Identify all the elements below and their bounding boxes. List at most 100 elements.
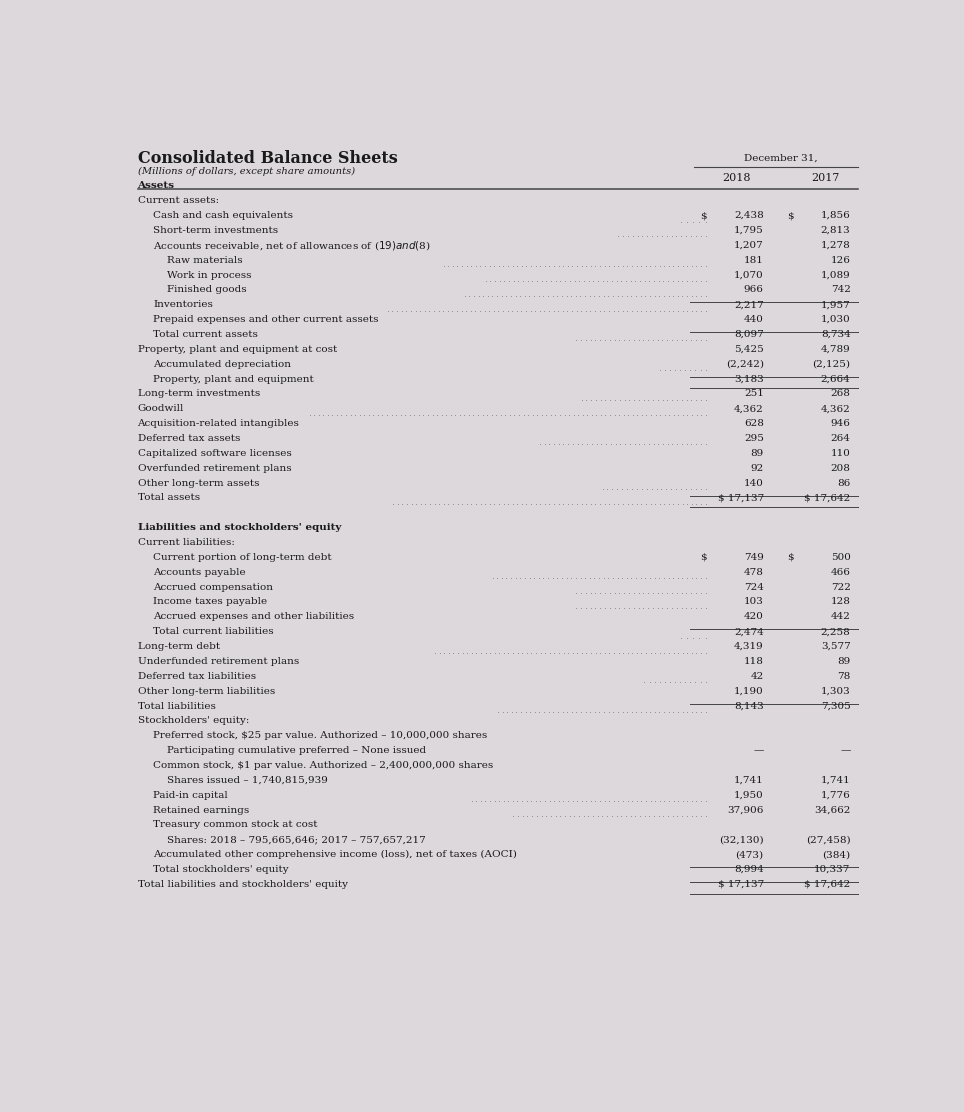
Text: 2018: 2018 — [722, 173, 751, 183]
Text: 3,577: 3,577 — [820, 642, 850, 651]
Text: Accounts payable: Accounts payable — [153, 568, 246, 577]
Text: 1,278: 1,278 — [820, 241, 850, 250]
Text: Liabilities and stockholders' equity: Liabilities and stockholders' equity — [138, 523, 341, 533]
Text: Finished goods: Finished goods — [167, 286, 247, 295]
Text: Long-term investments: Long-term investments — [138, 389, 260, 398]
Text: 8,097: 8,097 — [734, 330, 763, 339]
Text: $: $ — [700, 211, 707, 220]
Text: 1,776: 1,776 — [820, 791, 850, 800]
Text: 1,741: 1,741 — [734, 776, 763, 785]
Text: 8,994: 8,994 — [734, 865, 763, 874]
Text: Long-term debt: Long-term debt — [138, 642, 220, 651]
Text: 92: 92 — [751, 464, 763, 473]
Text: 126: 126 — [831, 256, 850, 265]
Text: Capitalized software licenses: Capitalized software licenses — [138, 449, 291, 458]
Text: 1,303: 1,303 — [820, 686, 850, 696]
Text: (32,130): (32,130) — [719, 835, 763, 844]
Text: 10,337: 10,337 — [815, 865, 850, 874]
Text: $: $ — [700, 553, 707, 562]
Text: 1,795: 1,795 — [734, 226, 763, 235]
Text: 1,030: 1,030 — [820, 315, 850, 324]
Text: (2,125): (2,125) — [813, 359, 850, 369]
Text: (384): (384) — [822, 851, 850, 860]
Text: 34,662: 34,662 — [815, 805, 850, 815]
Text: 7,305: 7,305 — [820, 702, 850, 711]
Text: Underfunded retirement plans: Underfunded retirement plans — [138, 657, 299, 666]
Text: $: $ — [787, 211, 793, 220]
Text: (Millions of dollars, except share amounts): (Millions of dollars, except share amoun… — [138, 167, 355, 176]
Text: 478: 478 — [744, 568, 763, 577]
Text: 2,217: 2,217 — [734, 300, 763, 309]
Text: Overfunded retirement plans: Overfunded retirement plans — [138, 464, 291, 473]
Text: 2,258: 2,258 — [820, 627, 850, 636]
Text: 8,734: 8,734 — [820, 330, 850, 339]
Text: 42: 42 — [751, 672, 763, 681]
Text: Acquisition-related intangibles: Acquisition-related intangibles — [138, 419, 300, 428]
Text: Common stock, $1 par value. Authorized – 2,400,000,000 shares: Common stock, $1 par value. Authorized –… — [153, 761, 494, 770]
Text: Deferred tax liabilities: Deferred tax liabilities — [138, 672, 255, 681]
Text: Goodwill: Goodwill — [138, 405, 184, 414]
Text: Total current assets: Total current assets — [153, 330, 258, 339]
Text: 5,425: 5,425 — [734, 345, 763, 354]
Text: Total current liabilities: Total current liabilities — [153, 627, 274, 636]
Text: 1,950: 1,950 — [734, 791, 763, 800]
Text: 295: 295 — [744, 434, 763, 443]
Text: 4,319: 4,319 — [734, 642, 763, 651]
Text: 1,741: 1,741 — [820, 776, 850, 785]
Text: Assets: Assets — [138, 181, 174, 190]
Text: Accrued compensation: Accrued compensation — [153, 583, 273, 592]
Text: Other long-term assets: Other long-term assets — [138, 478, 259, 487]
Text: 1,190: 1,190 — [734, 686, 763, 696]
Text: 89: 89 — [838, 657, 850, 666]
Text: 4,789: 4,789 — [820, 345, 850, 354]
Text: Accumulated depreciation: Accumulated depreciation — [153, 359, 291, 369]
Text: Property, plant and equipment at cost: Property, plant and equipment at cost — [138, 345, 336, 354]
Text: 420: 420 — [744, 613, 763, 622]
Text: 140: 140 — [744, 478, 763, 487]
Text: Total stockholders' equity: Total stockholders' equity — [153, 865, 288, 874]
Text: Paid-in capital: Paid-in capital — [153, 791, 228, 800]
Text: 440: 440 — [744, 315, 763, 324]
Text: Accrued expenses and other liabilities: Accrued expenses and other liabilities — [153, 613, 354, 622]
Text: Raw materials: Raw materials — [167, 256, 243, 265]
Text: 208: 208 — [831, 464, 850, 473]
Text: Deferred tax assets: Deferred tax assets — [138, 434, 240, 443]
Text: Shares issued – 1,740,815,939: Shares issued – 1,740,815,939 — [167, 776, 328, 785]
Text: Other long-term liabilities: Other long-term liabilities — [138, 686, 275, 696]
Text: Preferred stock, $25 par value. Authorized – 10,000,000 shares: Preferred stock, $25 par value. Authoriz… — [153, 732, 487, 741]
Text: 1,070: 1,070 — [734, 270, 763, 279]
Text: 251: 251 — [744, 389, 763, 398]
Text: Prepaid expenses and other current assets: Prepaid expenses and other current asset… — [153, 315, 379, 324]
Text: Shares: 2018 – 795,665,646; 2017 – 757,657,217: Shares: 2018 – 795,665,646; 2017 – 757,6… — [167, 835, 426, 844]
Text: Accounts receivable, net of allowances of ($19) and ($8): Accounts receivable, net of allowances o… — [153, 239, 431, 251]
Text: 2,438: 2,438 — [734, 211, 763, 220]
Text: $ 17,137: $ 17,137 — [717, 880, 763, 888]
Text: 2,813: 2,813 — [820, 226, 850, 235]
Text: Treasury common stock at cost: Treasury common stock at cost — [153, 821, 317, 830]
Text: 103: 103 — [744, 597, 763, 606]
Text: Current liabilities:: Current liabilities: — [138, 538, 234, 547]
Text: 466: 466 — [831, 568, 850, 577]
Text: Income taxes payable: Income taxes payable — [153, 597, 267, 606]
Text: 4,362: 4,362 — [820, 405, 850, 414]
Text: 2017: 2017 — [812, 173, 840, 183]
Text: 442: 442 — [831, 613, 850, 622]
Text: 946: 946 — [831, 419, 850, 428]
Text: Work in process: Work in process — [167, 270, 252, 279]
Text: (2,242): (2,242) — [726, 359, 763, 369]
Text: Total liabilities and stockholders' equity: Total liabilities and stockholders' equi… — [138, 880, 348, 888]
Text: Property, plant and equipment: Property, plant and equipment — [153, 375, 314, 384]
Text: 89: 89 — [751, 449, 763, 458]
Text: 268: 268 — [831, 389, 850, 398]
Text: 2,664: 2,664 — [820, 375, 850, 384]
Text: 2,474: 2,474 — [734, 627, 763, 636]
Text: 742: 742 — [831, 286, 850, 295]
Text: 3,183: 3,183 — [734, 375, 763, 384]
Text: 1,207: 1,207 — [734, 241, 763, 250]
Text: 86: 86 — [838, 478, 850, 487]
Text: 264: 264 — [831, 434, 850, 443]
Text: —: — — [841, 746, 850, 755]
Text: 1,089: 1,089 — [820, 270, 850, 279]
Text: December 31,: December 31, — [744, 153, 818, 162]
Text: —: — — [754, 746, 763, 755]
